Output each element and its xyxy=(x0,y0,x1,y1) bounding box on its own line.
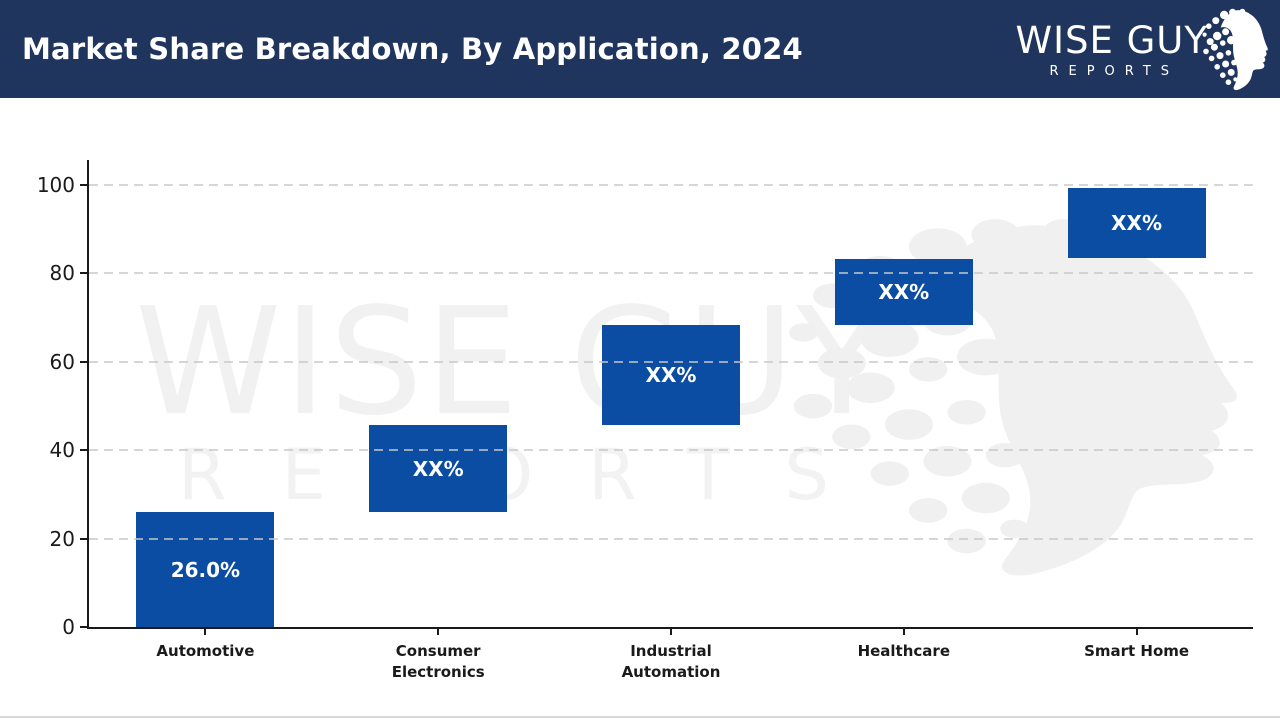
gridline xyxy=(89,184,1253,187)
bar-value-label: XX% xyxy=(645,363,697,388)
x-axis-line xyxy=(87,627,1253,629)
x-axis-tick xyxy=(902,629,905,635)
y-axis-tick-label: 0 xyxy=(62,615,75,639)
header: Market Share Breakdown, By Application, … xyxy=(0,0,1280,98)
y-axis-tick-label: 60 xyxy=(49,349,75,374)
bar-value-label: XX% xyxy=(1111,211,1163,236)
logo-wordmark: WISE GUY xyxy=(1015,18,1208,62)
gridline xyxy=(89,360,1253,363)
x-category-label: Industrial Automation xyxy=(621,642,721,681)
x-axis-tick xyxy=(437,629,440,635)
logo-text: WISE GUY REPORTS xyxy=(1016,22,1208,79)
chart-area: WISE GUY REPORTS 0 20 40 60 80 100 26.0% Automo… xyxy=(0,98,1280,718)
y-axis-line xyxy=(87,160,89,627)
x-category-label: Smart Home xyxy=(1084,642,1190,660)
x-category-label: Consumer Electronics xyxy=(391,642,485,681)
x-category-label: Healthcare xyxy=(857,642,950,660)
x-axis-tick xyxy=(1135,629,1138,635)
y-axis-tick-label: 80 xyxy=(49,261,75,286)
bar-value-label: XX% xyxy=(878,280,930,305)
y-axis-tick-label: 40 xyxy=(49,438,75,463)
waterfall-bar: XX% xyxy=(369,425,508,513)
wiseguy-face-icon xyxy=(1202,8,1268,91)
y-axis-tick xyxy=(80,360,87,363)
waterfall-bar: XX% xyxy=(1067,187,1206,259)
y-axis-tick xyxy=(80,449,87,452)
gridline xyxy=(89,537,1253,540)
waterfall-bar: 26.0% xyxy=(136,512,275,627)
x-axis-tick xyxy=(670,629,672,635)
y-axis-tick xyxy=(80,626,87,628)
bar-value-label: 26.0% xyxy=(170,557,241,582)
logo-subtitle: REPORTS xyxy=(1049,63,1180,79)
y-axis-tick xyxy=(80,184,87,187)
waterfall-bar: XX% xyxy=(834,259,973,326)
wiseguy-logo: WISE GUY REPORTS xyxy=(1016,8,1270,92)
gridline xyxy=(89,449,1253,452)
y-axis-tick-label: 100 xyxy=(36,173,75,198)
plot-area: 0 20 40 60 80 100 26.0% Automotive XX% Consumer E… xyxy=(37,160,1253,681)
y-axis-tick xyxy=(80,537,87,540)
y-axis-tick-label: 20 xyxy=(49,526,75,551)
waterfall-bar: XX% xyxy=(602,325,740,426)
y-axis-tick xyxy=(80,272,87,275)
bar-value-label: XX% xyxy=(412,456,464,481)
page-title: Market Share Breakdown, By Application, … xyxy=(22,32,803,66)
gridline xyxy=(89,272,1253,275)
x-category-label: Automotive xyxy=(156,642,255,660)
footer-divider xyxy=(0,716,1280,718)
x-axis-tick xyxy=(204,629,207,635)
